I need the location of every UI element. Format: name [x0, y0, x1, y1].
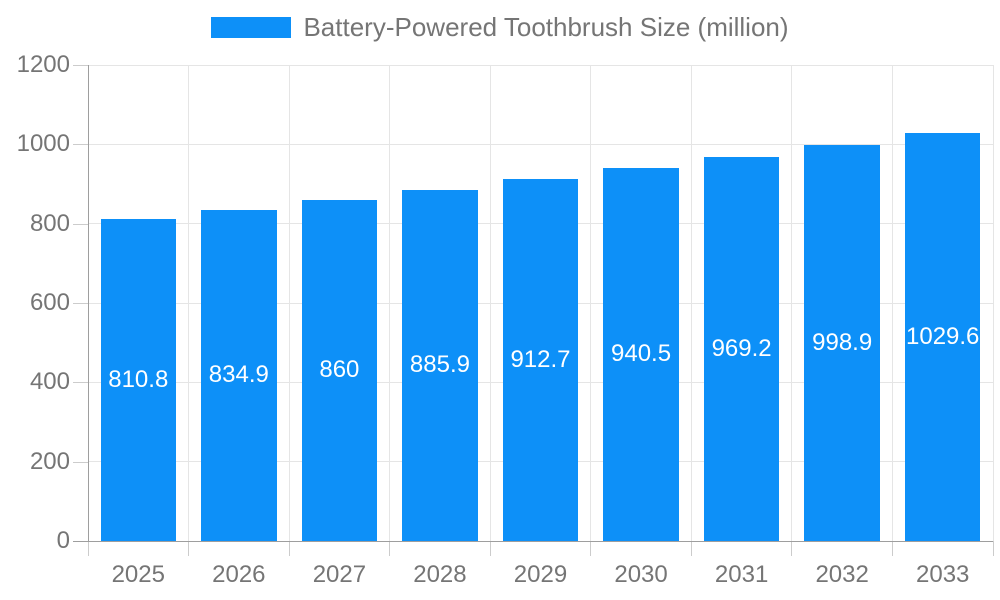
- y-axis-label: 800: [29, 209, 70, 237]
- legend[interactable]: Battery-Powered Toothbrush Size (million…: [0, 12, 1000, 42]
- x-axis-label: 2026: [212, 561, 266, 588]
- y-tick: [73, 303, 88, 304]
- x-gridline: [590, 65, 592, 541]
- bar: 885.9: [402, 189, 478, 541]
- bar-value-label: 940.5: [611, 340, 672, 368]
- bar-value-label: 998.9: [812, 328, 873, 356]
- y-gridline: [88, 64, 993, 66]
- y-tick: [73, 461, 88, 463]
- bar: 969.2: [703, 156, 780, 541]
- x-axis-label: 2028: [413, 561, 467, 588]
- y-tick: [73, 382, 88, 384]
- x-tick: [389, 541, 391, 556]
- bar-value-label: 1029.6: [906, 322, 980, 350]
- y-axis-label: 1200: [16, 51, 70, 78]
- x-gridline: [188, 65, 190, 541]
- x-axis-label: 2031: [714, 561, 769, 588]
- y-tick: [73, 223, 88, 225]
- x-axis-line: [73, 541, 993, 542]
- x-tick: [288, 541, 290, 556]
- x-tick: [690, 541, 692, 556]
- y-tick: [73, 65, 88, 66]
- y-axis-label: 400: [29, 368, 70, 396]
- bar: 1029.6: [905, 132, 981, 541]
- x-tick: [489, 541, 491, 556]
- x-axis-label: 2030: [614, 561, 668, 588]
- x-axis-label: 2029: [513, 561, 568, 588]
- x-tick: [188, 541, 190, 556]
- y-tick: [73, 144, 88, 146]
- x-tick: [87, 541, 89, 556]
- plot-area: 810.8 834.9 860 885.9 912.7 940.5 969.2 998.9 10…: [88, 64, 994, 541]
- y-axis-label: 200: [29, 447, 70, 475]
- legend-label: Battery-Powered Toothbrush Size (million…: [303, 12, 789, 42]
- y-axis-label: 0: [56, 527, 70, 554]
- bar: 940.5: [603, 167, 679, 541]
- y-axis-line: [88, 65, 89, 541]
- x-tick: [992, 541, 994, 556]
- bar: 834.9: [201, 209, 277, 541]
- x-axis-label: 2025: [111, 561, 165, 588]
- bar-value-label: 969.2: [711, 334, 772, 362]
- y-axis-label: 1000: [16, 130, 70, 158]
- bar: 860: [301, 199, 378, 541]
- x-axis-label: 2032: [815, 561, 869, 588]
- bar-value-label: 912.7: [510, 345, 571, 373]
- x-axis-label: 2027: [312, 561, 367, 588]
- bar-value-label: 860: [319, 356, 360, 384]
- bar-value-label: 834.9: [208, 361, 269, 389]
- x-gridline: [288, 65, 290, 541]
- y-axis-label: 600: [29, 289, 70, 316]
- bar: 998.9: [804, 144, 880, 541]
- x-tick: [891, 541, 893, 556]
- x-gridline: [891, 65, 893, 541]
- x-tick: [791, 541, 793, 556]
- bar-value-label: 810.8: [108, 366, 169, 394]
- x-axis-label: 2033: [916, 561, 970, 588]
- x-tick: [590, 541, 592, 556]
- x-gridline: [992, 65, 994, 541]
- x-gridline: [690, 65, 692, 541]
- x-gridline: [489, 65, 491, 541]
- x-gridline: [791, 65, 793, 541]
- x-gridline: [389, 65, 391, 541]
- legend-swatch: [211, 16, 292, 38]
- bar-value-label: 885.9: [409, 351, 470, 379]
- y-gridline: [88, 143, 993, 145]
- bar: 912.7: [502, 178, 579, 541]
- bar: 810.8: [100, 219, 176, 541]
